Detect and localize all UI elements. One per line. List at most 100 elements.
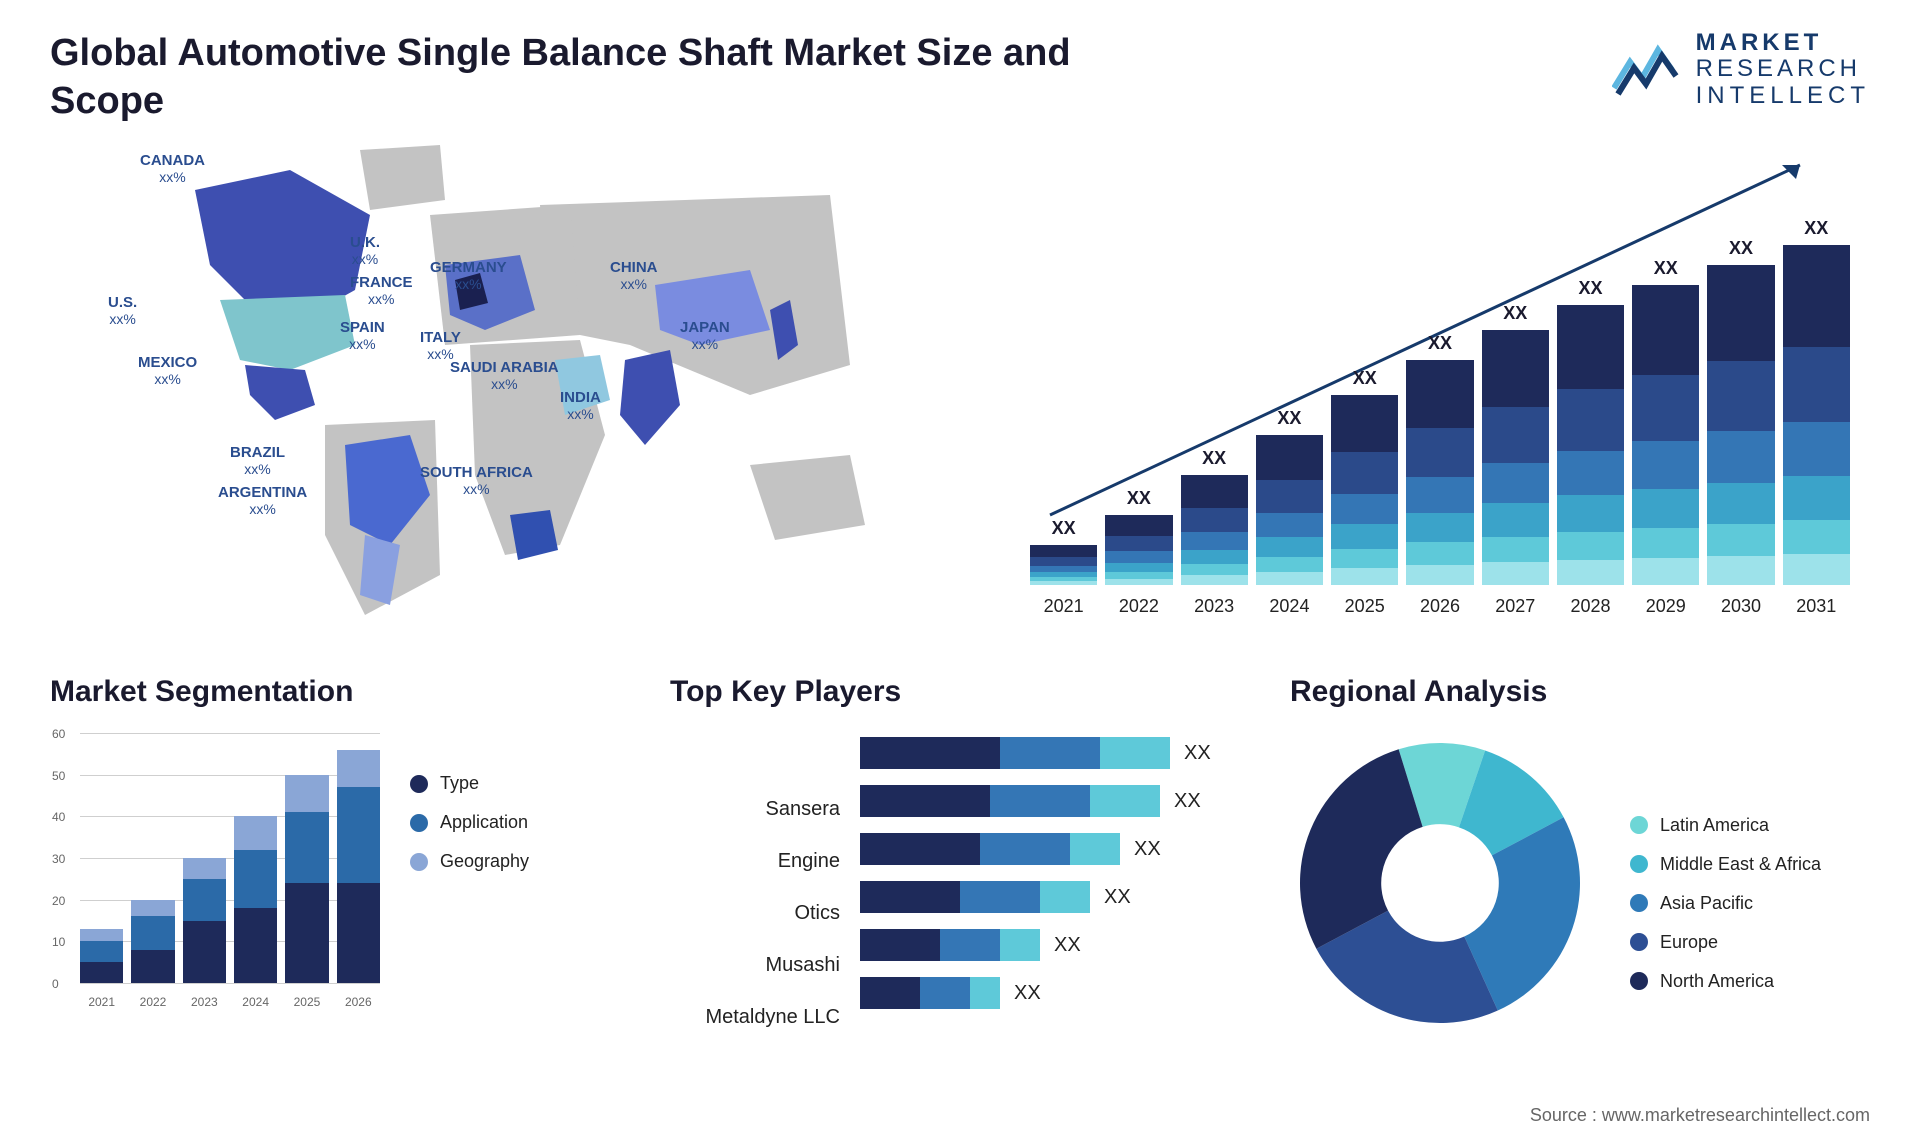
player-seg bbox=[860, 737, 1000, 769]
forecast-chart: XXXXXXXXXXXXXXXXXXXXXX 20212022202320242… bbox=[1010, 145, 1870, 625]
forecast-xlabel: 2027 bbox=[1482, 596, 1549, 617]
page-title: Global Automotive Single Balance Shaft M… bbox=[50, 30, 1150, 125]
map-label-southafrica: SOUTH AFRICAxx% bbox=[420, 465, 533, 497]
forecast-seg bbox=[1783, 520, 1850, 554]
player-row: XX bbox=[860, 929, 1230, 961]
forecast-xlabel: 2026 bbox=[1406, 596, 1473, 617]
forecast-xlabel: 2028 bbox=[1557, 596, 1624, 617]
player-seg bbox=[920, 977, 970, 1009]
logo-icon bbox=[1612, 40, 1682, 100]
seg-legend-item: Application bbox=[410, 812, 529, 833]
player-seg bbox=[1100, 737, 1170, 769]
forecast-seg bbox=[1707, 483, 1774, 525]
player-value: XX bbox=[1134, 838, 1161, 861]
seg-ylabel: 30 bbox=[52, 852, 65, 866]
seg-bar-2024 bbox=[234, 816, 277, 983]
forecast-value-2031: XX bbox=[1804, 218, 1828, 239]
legend-dot-icon bbox=[1630, 972, 1648, 990]
player-value: XX bbox=[1014, 982, 1041, 1005]
seg-bar-2025 bbox=[285, 775, 328, 983]
forecast-seg bbox=[1331, 452, 1398, 494]
legend-label: Europe bbox=[1660, 932, 1718, 953]
player-label: Musashi bbox=[766, 949, 840, 981]
forecast-seg bbox=[1632, 375, 1699, 441]
seg-segment bbox=[285, 812, 328, 883]
forecast-xlabel: 2024 bbox=[1256, 596, 1323, 617]
player-label: Otics bbox=[794, 897, 840, 929]
seg-xlabel: 2021 bbox=[80, 995, 123, 1009]
segmentation-legend: Type Application Geography bbox=[410, 733, 529, 1013]
legend-label: Geography bbox=[440, 851, 529, 872]
forecast-bar-2030: XX bbox=[1707, 238, 1774, 585]
forecast-bar-2031: XX bbox=[1783, 218, 1850, 585]
regional-legend-item: Middle East & Africa bbox=[1630, 854, 1821, 875]
seg-xlabel: 2025 bbox=[285, 995, 328, 1009]
logo-line3: INTELLECT bbox=[1696, 83, 1870, 109]
seg-segment bbox=[337, 787, 380, 883]
map-highlight-north-america bbox=[195, 170, 370, 315]
map-label-china: CHINAxx% bbox=[610, 260, 658, 292]
seg-xlabel: 2024 bbox=[234, 995, 277, 1009]
forecast-seg bbox=[1105, 515, 1172, 536]
legend-label: Type bbox=[440, 773, 479, 794]
forecast-seg bbox=[1557, 532, 1624, 560]
forecast-seg bbox=[1331, 568, 1398, 585]
forecast-value-2027: XX bbox=[1503, 303, 1527, 324]
seg-xlabel: 2023 bbox=[183, 995, 226, 1009]
seg-bar-2023 bbox=[183, 858, 226, 983]
regional-legend-item: Latin America bbox=[1630, 815, 1821, 836]
regional-legend-item: North America bbox=[1630, 971, 1821, 992]
seg-xlabel: 2026 bbox=[337, 995, 380, 1009]
player-seg bbox=[990, 785, 1090, 817]
map-label-saudiarabia: SAUDI ARABIAxx% bbox=[450, 360, 559, 392]
source-attribution: Source : www.marketresearchintellect.com bbox=[1530, 1105, 1870, 1126]
seg-bar-2022 bbox=[131, 900, 174, 983]
forecast-bar-2024: XX bbox=[1256, 408, 1323, 585]
player-seg bbox=[1000, 929, 1040, 961]
seg-ylabel: 60 bbox=[52, 727, 65, 741]
legend-dot-icon bbox=[410, 775, 428, 793]
segmentation-title: Market Segmentation bbox=[50, 675, 610, 709]
map-label-argentina: ARGENTINAxx% bbox=[218, 485, 307, 517]
forecast-value-2022: XX bbox=[1127, 488, 1151, 509]
seg-legend-item: Type bbox=[410, 773, 529, 794]
forecast-value-2028: XX bbox=[1578, 278, 1602, 299]
forecast-seg bbox=[1406, 513, 1473, 542]
forecast-seg bbox=[1105, 551, 1172, 562]
legend-dot-icon bbox=[410, 814, 428, 832]
seg-segment bbox=[131, 950, 174, 983]
forecast-seg bbox=[1783, 245, 1850, 347]
forecast-bar-2028: XX bbox=[1557, 278, 1624, 585]
forecast-seg bbox=[1707, 524, 1774, 556]
forecast-value-2024: XX bbox=[1277, 408, 1301, 429]
player-seg bbox=[1000, 737, 1100, 769]
seg-legend-item: Geography bbox=[410, 851, 529, 872]
forecast-seg bbox=[1783, 476, 1850, 520]
map-label-italy: ITALYxx% bbox=[420, 330, 461, 362]
forecast-seg bbox=[1707, 431, 1774, 482]
forecast-seg bbox=[1632, 489, 1699, 528]
seg-segment bbox=[131, 916, 174, 949]
seg-segment bbox=[337, 750, 380, 788]
seg-segment bbox=[234, 850, 277, 908]
forecast-xlabel: 2030 bbox=[1707, 596, 1774, 617]
forecast-seg bbox=[1557, 305, 1624, 389]
forecast-seg bbox=[1256, 513, 1323, 537]
player-row: XX bbox=[860, 833, 1230, 865]
forecast-bar-2027: XX bbox=[1482, 303, 1549, 585]
seg-segment bbox=[80, 962, 123, 983]
forecast-seg bbox=[1406, 477, 1473, 513]
forecast-xlabel: 2029 bbox=[1632, 596, 1699, 617]
seg-segment bbox=[80, 929, 123, 942]
forecast-seg bbox=[1482, 407, 1549, 463]
player-seg bbox=[860, 977, 920, 1009]
forecast-seg bbox=[1030, 557, 1097, 566]
forecast-seg bbox=[1030, 581, 1097, 585]
player-seg bbox=[860, 785, 990, 817]
legend-label: Asia Pacific bbox=[1660, 893, 1753, 914]
seg-bar-2026 bbox=[337, 750, 380, 983]
player-seg bbox=[940, 929, 1000, 961]
forecast-value-2029: XX bbox=[1654, 258, 1678, 279]
map-label-mexico: MEXICOxx% bbox=[138, 355, 197, 387]
player-seg bbox=[860, 929, 940, 961]
